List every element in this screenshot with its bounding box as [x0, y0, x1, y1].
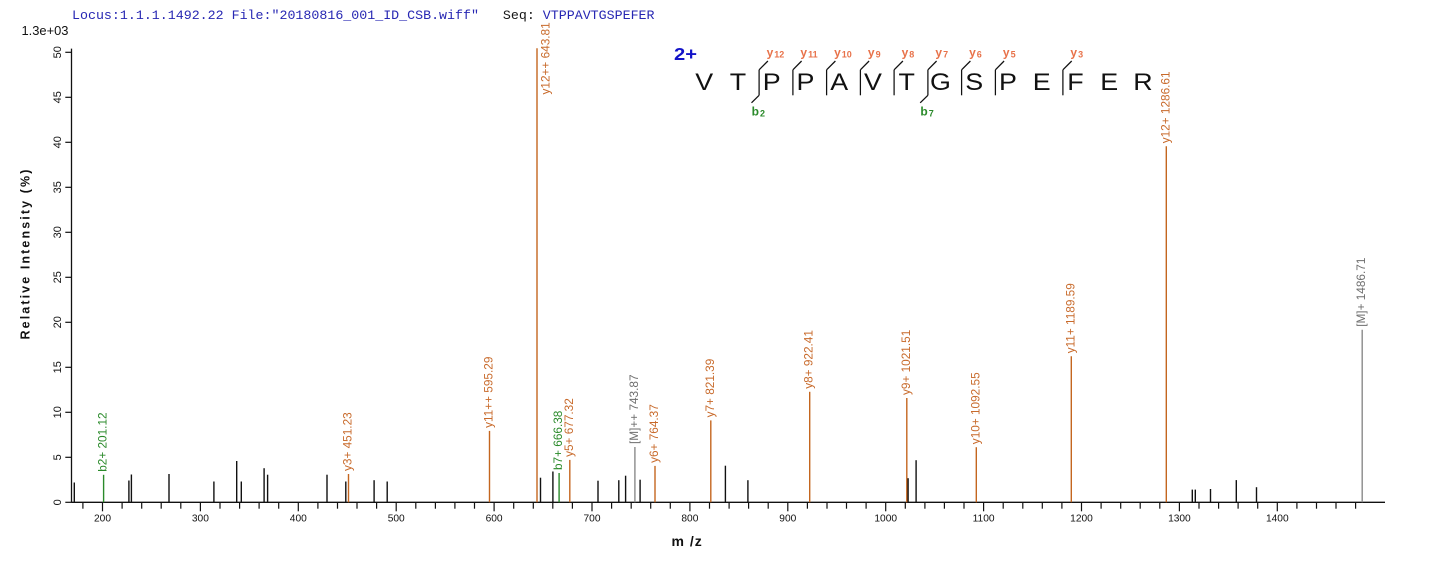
- svg-text:y10+ 1092.55: y10+ 1092.55: [968, 372, 982, 444]
- svg-text:P: P: [797, 69, 815, 95]
- svg-text:600: 600: [486, 514, 503, 525]
- svg-text:y9+ 1021.51: y9+ 1021.51: [899, 330, 913, 395]
- svg-text:V: V: [864, 69, 882, 95]
- svg-text:700: 700: [584, 514, 601, 525]
- svg-text:2+: 2+: [674, 45, 697, 65]
- svg-text:Locus:1.1.1.1492.22 File:"2018: Locus:1.1.1.1492.22 File:"20180816_001_I…: [72, 8, 655, 23]
- svg-text:T: T: [898, 69, 914, 95]
- svg-text:R: R: [1133, 69, 1152, 95]
- svg-text:A: A: [830, 69, 848, 95]
- svg-text:900: 900: [779, 514, 796, 525]
- svg-text:P: P: [763, 69, 781, 95]
- svg-text:y7: y7: [935, 46, 948, 60]
- svg-text:1100: 1100: [973, 514, 995, 525]
- svg-text:[M]++ 743.87: [M]++ 743.87: [627, 374, 641, 444]
- svg-text:y5: y5: [1003, 46, 1016, 60]
- svg-text:y6: y6: [969, 46, 982, 60]
- svg-text:400: 400: [290, 514, 307, 525]
- svg-text:y10: y10: [834, 46, 852, 60]
- svg-text:1400: 1400: [1266, 514, 1289, 525]
- svg-text:40: 40: [52, 136, 64, 148]
- svg-text:y3+ 451.23: y3+ 451.23: [341, 412, 355, 471]
- svg-text:y12++ 643.81: y12++ 643.81: [539, 22, 553, 94]
- svg-text:1200: 1200: [1070, 514, 1093, 525]
- svg-text:y6+ 764.37: y6+ 764.37: [647, 404, 661, 463]
- svg-text:y8: y8: [902, 46, 915, 60]
- svg-text:30: 30: [52, 226, 64, 238]
- svg-text:200: 200: [94, 514, 111, 525]
- svg-text:500: 500: [388, 514, 405, 525]
- svg-text:b7: b7: [920, 105, 933, 119]
- svg-text:m /z: m /z: [672, 533, 703, 549]
- svg-text:Relative Intensity (%): Relative Intensity (%): [19, 168, 33, 340]
- svg-text:25: 25: [52, 271, 64, 283]
- svg-text:F: F: [1067, 69, 1083, 95]
- svg-text:y7+ 821.39: y7+ 821.39: [703, 359, 717, 418]
- svg-text:b7+ 666.38: b7+ 666.38: [551, 410, 565, 470]
- svg-text:T: T: [730, 69, 746, 95]
- svg-text:P: P: [999, 69, 1017, 95]
- svg-text:y8+ 922.41: y8+ 922.41: [802, 330, 816, 389]
- svg-text:800: 800: [681, 514, 698, 525]
- svg-text:0: 0: [52, 499, 64, 505]
- svg-text:G: G: [930, 69, 951, 95]
- svg-text:y11++ 595.29: y11++ 595.29: [482, 357, 496, 428]
- svg-text:y3: y3: [1070, 46, 1083, 60]
- svg-text:b2+ 201.12: b2+ 201.12: [96, 412, 110, 471]
- svg-text:15: 15: [52, 361, 64, 373]
- svg-text:E: E: [1100, 69, 1118, 95]
- svg-text:y12: y12: [767, 46, 785, 60]
- svg-text:10: 10: [52, 406, 64, 418]
- svg-text:20: 20: [52, 316, 64, 328]
- svg-text:300: 300: [192, 514, 209, 525]
- svg-text:y9: y9: [868, 46, 881, 60]
- svg-text:45: 45: [52, 91, 64, 103]
- svg-text:S: S: [965, 69, 983, 95]
- svg-text:y11+ 1189.59: y11+ 1189.59: [1063, 283, 1077, 353]
- svg-text:y5+ 677.32: y5+ 677.32: [562, 398, 576, 457]
- svg-text:5: 5: [52, 454, 64, 460]
- svg-text:b2: b2: [752, 105, 765, 119]
- svg-text:50: 50: [52, 46, 64, 58]
- svg-text:1300: 1300: [1168, 514, 1191, 525]
- svg-text:1000: 1000: [874, 514, 897, 525]
- svg-text:y12+ 1286.61: y12+ 1286.61: [1158, 71, 1172, 143]
- svg-text:y11: y11: [800, 46, 817, 60]
- svg-text:V: V: [695, 69, 713, 95]
- svg-text:1.3e+03: 1.3e+03: [22, 23, 69, 38]
- svg-text:E: E: [1033, 69, 1051, 95]
- svg-text:[M]+ 1486.71: [M]+ 1486.71: [1354, 258, 1368, 327]
- svg-text:35: 35: [52, 181, 64, 193]
